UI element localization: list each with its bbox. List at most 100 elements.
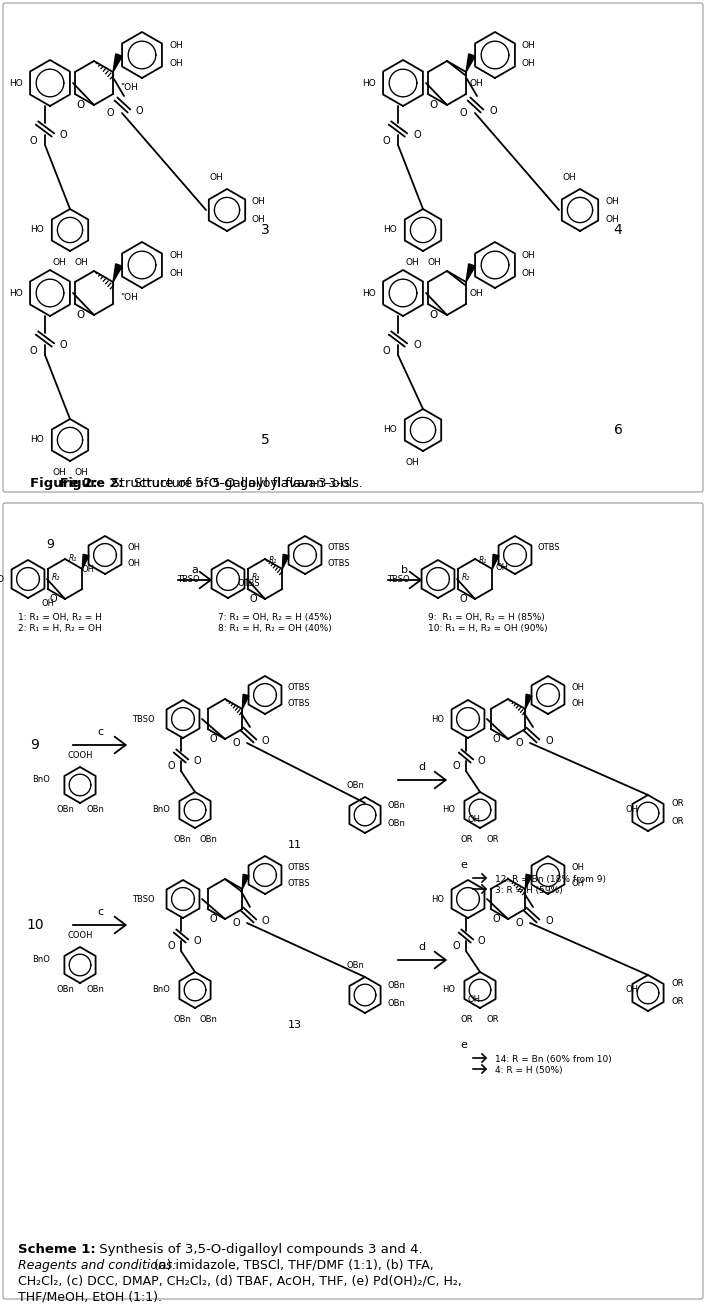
Text: OR: OR	[486, 835, 499, 844]
Text: R₂: R₂	[462, 573, 470, 582]
Text: O: O	[60, 129, 68, 140]
Polygon shape	[492, 555, 499, 569]
Text: OR: OR	[671, 799, 683, 808]
Polygon shape	[242, 695, 249, 709]
Text: HO: HO	[0, 574, 4, 583]
Text: 6: 6	[614, 422, 623, 437]
Text: OTBS: OTBS	[238, 578, 261, 587]
Text: OH: OH	[571, 879, 584, 888]
Text: 3: 3	[261, 222, 270, 237]
Text: O: O	[489, 106, 496, 116]
Text: 9: 9	[46, 539, 54, 552]
Text: O: O	[430, 310, 438, 320]
Text: 4: R = H (50%): 4: R = H (50%)	[495, 1066, 563, 1075]
Text: O: O	[383, 136, 390, 146]
Text: OR: OR	[461, 1015, 473, 1024]
Text: OBn: OBn	[346, 961, 364, 971]
Text: OBn: OBn	[86, 804, 104, 814]
Text: OBn: OBn	[56, 985, 74, 994]
Text: Synthesis of 3,5-Ο-digalloyl compounds 3 and 4.: Synthesis of 3,5-Ο-digalloyl compounds 3…	[95, 1243, 423, 1256]
Text: HO: HO	[9, 289, 23, 297]
Text: OH: OH	[74, 258, 88, 267]
Text: c: c	[97, 727, 103, 736]
Text: BnO: BnO	[152, 806, 170, 815]
Text: 3: R = H (59%): 3: R = H (59%)	[495, 886, 563, 895]
Text: OTBS: OTBS	[288, 698, 311, 708]
Text: O: O	[478, 756, 486, 766]
Text: 10: 10	[26, 918, 44, 933]
Text: R₂: R₂	[52, 573, 60, 582]
Text: OH: OH	[522, 42, 536, 51]
Text: O: O	[515, 918, 523, 927]
Polygon shape	[525, 695, 532, 709]
Text: O: O	[515, 738, 523, 748]
Text: HO: HO	[431, 714, 444, 723]
Text: O: O	[545, 736, 553, 746]
Text: O: O	[136, 106, 143, 116]
FancyBboxPatch shape	[3, 504, 703, 1299]
Text: OH: OH	[405, 258, 419, 267]
Text: OH: OH	[467, 815, 480, 824]
Text: OH: OH	[209, 173, 223, 182]
Text: HO: HO	[442, 985, 455, 994]
Text: 10: R₁ = H, R₂ = OH (90%): 10: R₁ = H, R₂ = OH (90%)	[428, 624, 548, 633]
Polygon shape	[113, 54, 122, 72]
Text: 8: R₁ = H, R₂ = OH (40%): 8: R₁ = H, R₂ = OH (40%)	[218, 624, 332, 633]
Text: e: e	[460, 1040, 467, 1050]
Text: O: O	[413, 129, 421, 140]
Text: O: O	[460, 594, 467, 604]
Text: O: O	[30, 136, 37, 146]
Text: OH: OH	[128, 543, 141, 552]
Text: OBn: OBn	[346, 781, 364, 790]
Polygon shape	[525, 874, 532, 889]
Text: O: O	[262, 916, 270, 926]
FancyBboxPatch shape	[3, 3, 703, 492]
Text: OH: OH	[522, 59, 536, 68]
Text: 5: 5	[261, 433, 270, 447]
Text: COOH: COOH	[67, 751, 92, 760]
Text: 12: R = Bn (18% from 9): 12: R = Bn (18% from 9)	[495, 875, 606, 884]
Text: HO: HO	[30, 436, 44, 445]
Text: OH: OH	[625, 804, 638, 814]
Text: OBn: OBn	[388, 820, 406, 828]
Text: O: O	[167, 761, 175, 770]
Text: OTBS: OTBS	[538, 543, 561, 552]
Text: 9:  R₁ = OH, R₂ = H (85%): 9: R₁ = OH, R₂ = H (85%)	[428, 613, 545, 623]
Text: OH: OH	[469, 289, 483, 298]
Text: 1: R₁ = OH, R₂ = H: 1: R₁ = OH, R₂ = H	[18, 613, 102, 623]
Text: O: O	[453, 761, 460, 770]
Text: OTBS: OTBS	[288, 862, 311, 871]
Text: O: O	[413, 340, 421, 351]
Text: (a) imidazole, TBSCl, THF/DMF (1:1), (b) TFA,: (a) imidazole, TBSCl, THF/DMF (1:1), (b)…	[150, 1260, 433, 1271]
Text: OH: OH	[42, 599, 55, 607]
Text: TBSO: TBSO	[133, 714, 155, 723]
Text: OH: OH	[571, 698, 584, 708]
Text: HO: HO	[383, 425, 397, 434]
Text: BnO: BnO	[32, 955, 50, 964]
Text: 9: 9	[30, 738, 40, 752]
Text: OH: OH	[169, 59, 183, 68]
Text: OR: OR	[671, 980, 683, 989]
Text: O: O	[262, 736, 270, 746]
Text: OTBS: OTBS	[288, 683, 311, 692]
Text: e: e	[460, 859, 467, 870]
Text: O: O	[249, 594, 257, 604]
Text: d: d	[419, 942, 426, 952]
Polygon shape	[466, 264, 475, 283]
Text: "OH: "OH	[120, 82, 138, 92]
Text: OH: OH	[52, 468, 66, 477]
Text: OH: OH	[169, 42, 183, 51]
Text: Structure of 5-O-galloyl flavan-3-ols.: Structure of 5-O-galloyl flavan-3-ols.	[107, 477, 354, 490]
Text: 11: 11	[288, 840, 302, 850]
Text: TBSO: TBSO	[177, 574, 200, 583]
Text: Figure 2:: Figure 2:	[60, 477, 123, 490]
Text: O: O	[460, 109, 467, 118]
Text: R₂: R₂	[251, 573, 260, 582]
Text: OBn: OBn	[199, 1015, 217, 1024]
Text: OR: OR	[671, 818, 683, 827]
Text: OBn: OBn	[388, 999, 406, 1008]
Text: OH: OH	[252, 215, 265, 224]
Polygon shape	[83, 555, 89, 569]
Text: OTBS: OTBS	[328, 559, 351, 568]
Text: O: O	[49, 594, 57, 604]
